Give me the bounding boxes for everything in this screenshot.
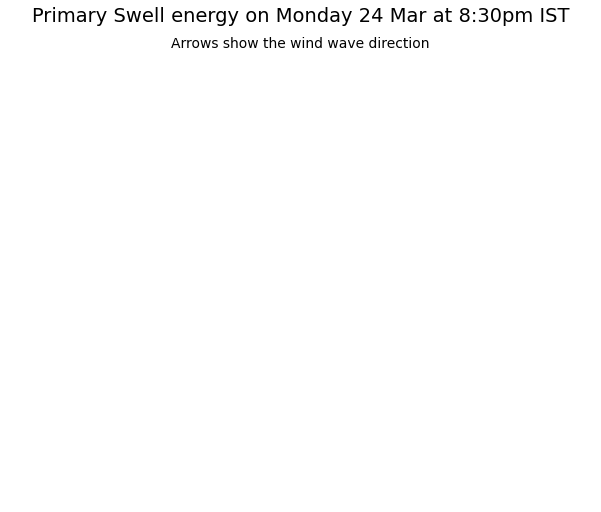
Text: Arrows show the wind wave direction: Arrows show the wind wave direction bbox=[171, 37, 430, 51]
Text: Primary Swell energy on Monday 24 Mar at 8:30pm IST: Primary Swell energy on Monday 24 Mar at… bbox=[32, 7, 569, 26]
